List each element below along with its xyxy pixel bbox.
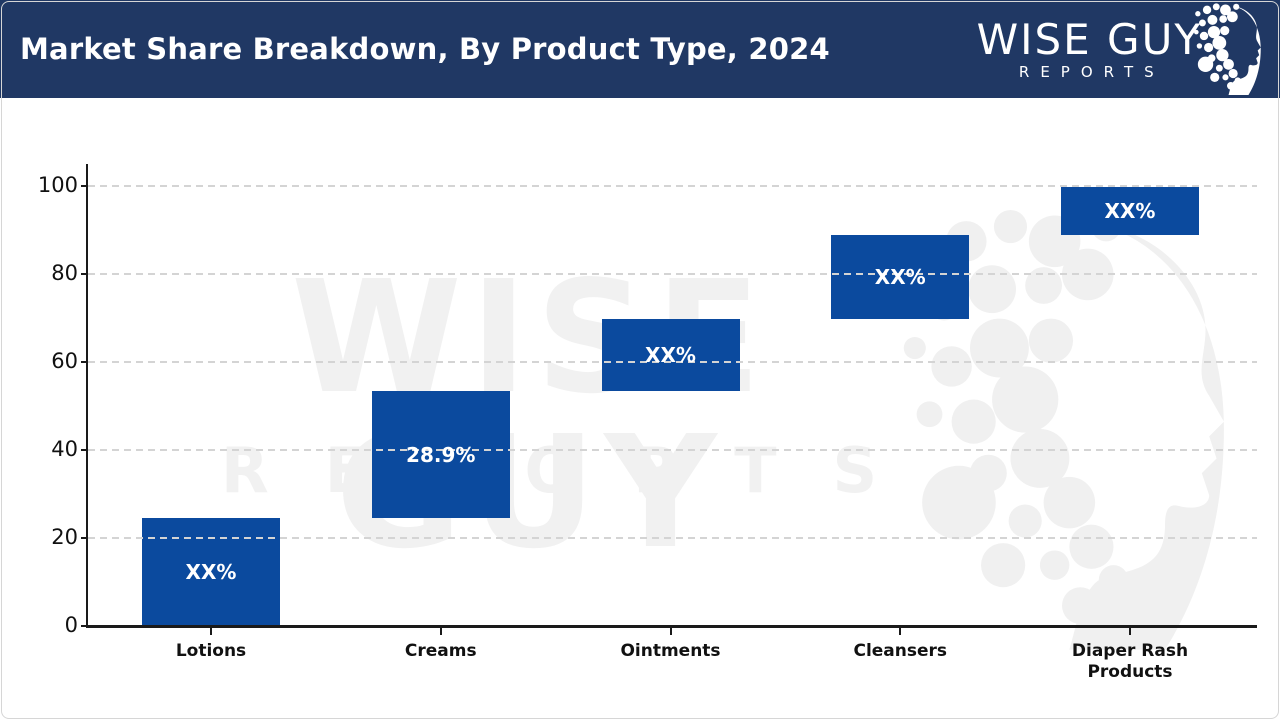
bar-segment <box>601 319 740 392</box>
bar-segment <box>371 391 510 519</box>
bar-value-label: XX% <box>1104 198 1156 223</box>
x-tick-mark <box>210 628 212 635</box>
y-tick-mark <box>81 361 88 363</box>
y-gridline <box>88 273 1257 275</box>
x-tick-label: Diaper Rash Products <box>1071 641 1189 683</box>
x-tick-label: Cleansers <box>853 641 948 661</box>
bar-value-label: XX% <box>185 560 237 585</box>
y-gridline <box>88 185 1257 187</box>
bar-value-label: XX% <box>874 265 926 290</box>
y-tick-label: 60 <box>51 349 78 373</box>
y-tick-label: 80 <box>51 261 78 285</box>
y-tick-label: 20 <box>51 525 78 549</box>
x-tick-label: Lotions <box>175 641 247 661</box>
header-bar: Market Share Breakdown, By Product Type,… <box>0 0 1280 98</box>
y-tick-label: 40 <box>51 437 78 461</box>
brand-head-icon <box>1194 3 1261 95</box>
x-tick-mark <box>669 628 672 635</box>
y-gridline <box>88 537 1257 539</box>
y-tick-mark <box>81 537 88 539</box>
y-tick-label: 100 <box>37 173 78 197</box>
bar-value-label: XX% <box>645 343 696 368</box>
x-tick-mark <box>1129 628 1131 635</box>
bar-segment <box>1061 186 1199 235</box>
bar-segment <box>142 518 280 626</box>
y-axis-spine <box>86 164 88 628</box>
brand-name: WISE GUY <box>976 14 1202 64</box>
x-tick-mark <box>439 628 442 635</box>
y-tick-mark <box>81 449 88 451</box>
brand-logo: WISE GUY REPORTS <box>977 3 1266 95</box>
y-tick-label: 0 <box>64 613 78 637</box>
y-gridline <box>88 361 1257 363</box>
x-tick-mark <box>899 628 902 635</box>
x-tick-label: Creams <box>404 641 477 661</box>
bar-value-label: 28.9% <box>406 442 476 467</box>
brand-subtitle: REPORTS <box>1018 62 1165 81</box>
x-tick-label: Ointments <box>620 641 721 661</box>
bar-segment <box>831 234 970 320</box>
x-axis-spine <box>86 625 1257 628</box>
y-tick-mark <box>81 185 88 187</box>
y-tick-mark <box>81 625 88 627</box>
y-tick-mark <box>81 273 88 275</box>
brand-logo-text: WISE GUY REPORTS <box>976 14 1202 81</box>
y-gridline <box>88 449 1257 451</box>
chart-title: Market Share Breakdown, By Product Type,… <box>20 32 830 66</box>
